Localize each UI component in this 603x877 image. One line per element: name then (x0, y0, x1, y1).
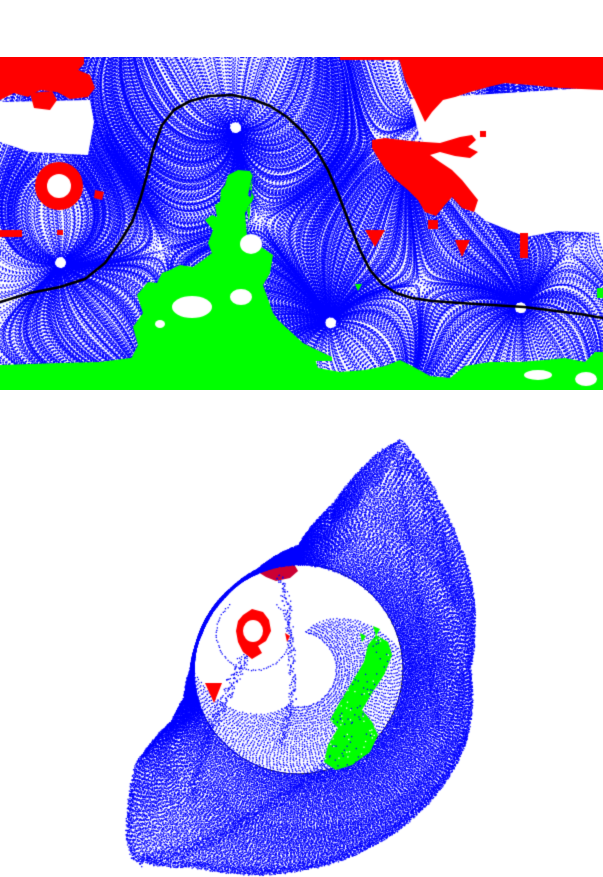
synoptic-fieldline-map-figure (0, 57, 603, 390)
source-surface-projection-figure (0, 430, 603, 877)
